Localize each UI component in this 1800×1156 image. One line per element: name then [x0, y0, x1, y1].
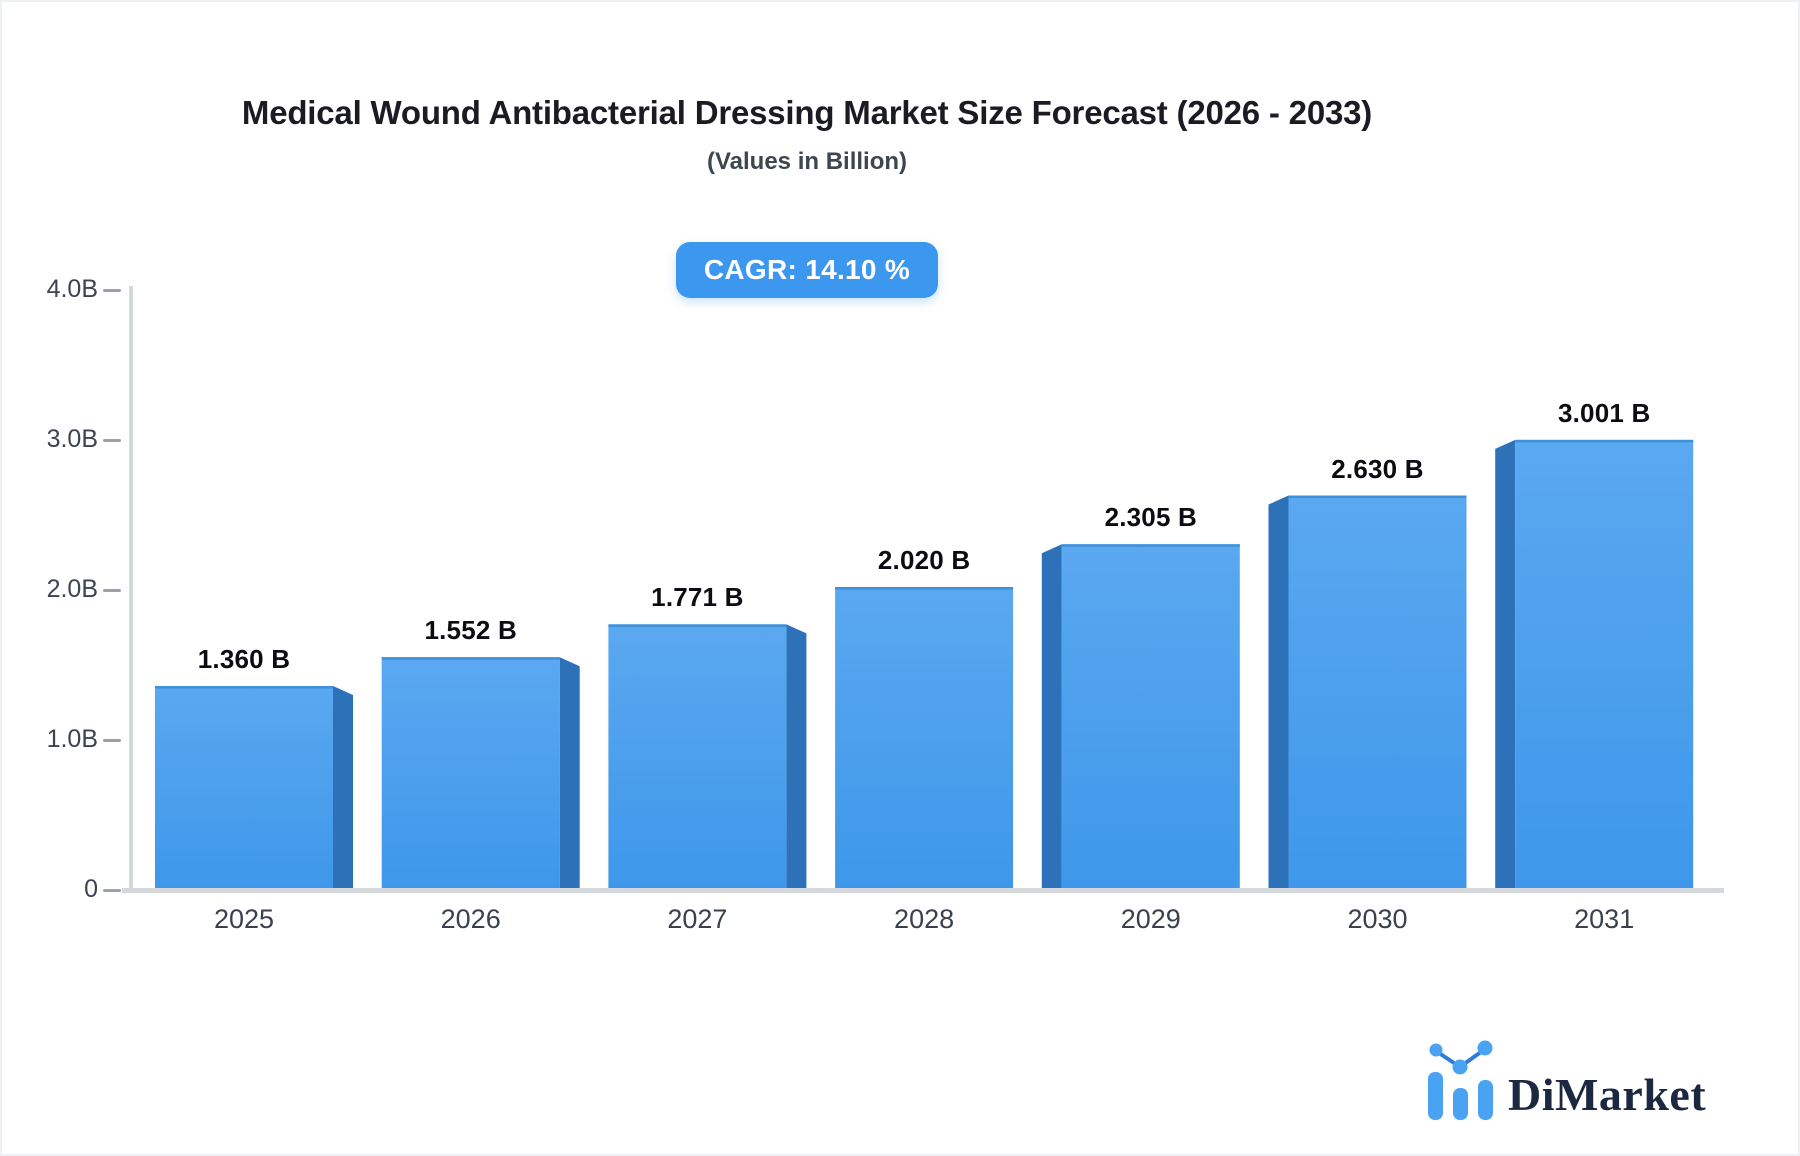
bar-value-label: 2.630 B — [1331, 453, 1424, 484]
bar-top-edge — [155, 686, 333, 689]
x-axis-label: 2030 — [1347, 904, 1408, 934]
y-axis-tick — [103, 739, 121, 742]
brand-logo: DiMarket — [1426, 1040, 1706, 1120]
bar-top-edge — [381, 657, 560, 660]
dimarket-logo-icon — [1428, 1040, 1493, 1120]
chart-header: Medical Wound Antibacterial Dressing Mar… — [2, 2, 1612, 298]
bar-face — [835, 587, 1014, 890]
y-axis-label: 2.0B — [46, 575, 98, 603]
bar-top-edge — [1515, 439, 1694, 443]
bar-face — [1288, 495, 1467, 890]
x-axis-label: 2027 — [667, 904, 728, 934]
bar-side-3d — [333, 686, 353, 890]
bar-face — [608, 624, 787, 890]
bar-face — [1061, 544, 1240, 890]
brand-name: DiMarket — [1508, 1069, 1707, 1120]
bar-side-3d — [1495, 439, 1516, 890]
cagr-badge: CAGR: 14.10 % — [675, 241, 939, 298]
bar-value-label: 1.552 B — [424, 615, 517, 646]
y-axis-tick — [103, 889, 121, 892]
bar-value-label: 2.305 B — [1104, 502, 1198, 533]
x-axis-label: 2031 — [1574, 904, 1635, 934]
y-axis-label: 0 — [84, 875, 98, 903]
bar-value-label: 3.001 B — [1557, 397, 1651, 428]
bar-value-label: 2.020 B — [877, 545, 971, 575]
y-axis-label: 4.0B — [46, 275, 98, 303]
y-axis-tick — [103, 439, 121, 442]
bar-value-label: 1.771 B — [651, 582, 744, 613]
bar-top-edge — [608, 624, 787, 627]
bar-top-edge — [1288, 495, 1467, 498]
y-axis-label: 1.0B — [46, 725, 98, 753]
y-axis-tick — [103, 289, 121, 292]
x-axis-label: 2025 — [213, 904, 275, 934]
x-axis-label: 2029 — [1120, 904, 1181, 934]
y-axis-line — [129, 286, 133, 893]
bar-side-3d — [786, 624, 807, 890]
bar-face — [1515, 439, 1694, 890]
bar-side-3d — [1041, 544, 1062, 890]
bar-side-3d — [1268, 495, 1289, 890]
bar-face — [381, 657, 560, 890]
bar-side-3d — [559, 657, 580, 890]
bar-value-label: 1.360 B — [197, 644, 291, 674]
x-axis-label: 2026 — [440, 904, 501, 934]
y-axis-label: 3.0B — [46, 425, 98, 453]
bar-top-edge — [1061, 544, 1240, 547]
bar-top-edge — [835, 587, 1014, 590]
chart-title: Medical Wound Antibacterial Dressing Mar… — [241, 94, 1373, 131]
chart-subtitle: (Values in Billion) — [706, 147, 908, 175]
x-axis-baseline — [122, 888, 1724, 893]
y-axis-tick — [103, 589, 121, 592]
bar-face — [155, 686, 333, 890]
x-axis-label: 2028 — [894, 904, 955, 934]
